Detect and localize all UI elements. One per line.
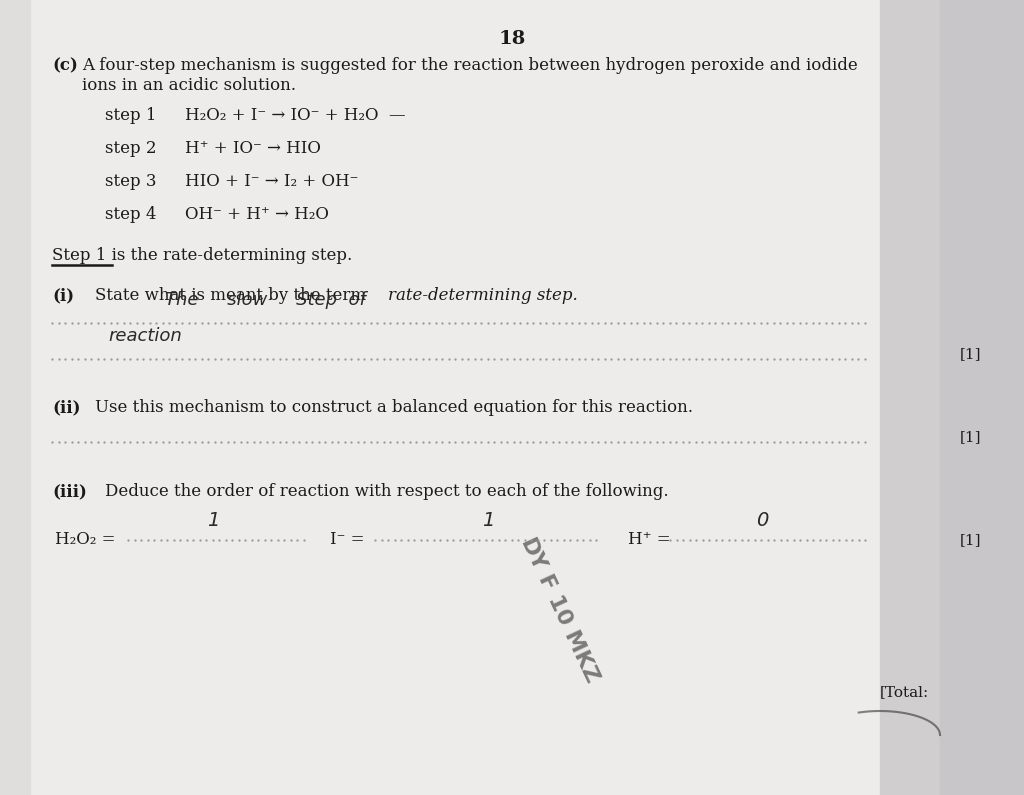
Text: Use this mechanism to construct a balanced equation for this reaction.: Use this mechanism to construct a balanc… [95,399,693,416]
Text: (i): (i) [52,287,74,304]
Text: 18: 18 [499,30,525,48]
Text: [Total:: [Total: [880,685,929,699]
Text: A four-step mechanism is suggested for the reaction between hydrogen peroxide an: A four-step mechanism is suggested for t… [82,57,858,74]
Text: [1]: [1] [961,533,981,547]
Text: OH⁻ + H⁺ → H₂O: OH⁻ + H⁺ → H₂O [185,206,329,223]
Text: [1]: [1] [961,430,981,444]
Text: (iii): (iii) [52,483,87,500]
Text: HIO + I⁻ → I₂ + OH⁻: HIO + I⁻ → I₂ + OH⁻ [185,173,358,190]
Text: ions in an acidic solution.: ions in an acidic solution. [82,77,296,94]
Text: H⁺ + IO⁻ → HIO: H⁺ + IO⁻ → HIO [185,140,321,157]
Bar [0,0,880,795]
Bar [880,0,940,795]
Text: [1]: [1] [961,347,981,361]
Text: step 3: step 3 [105,173,157,190]
Text: The     slow     Step  of: The slow Step of [165,291,366,309]
Bar [940,0,1024,795]
Text: DY F 10 MKZ: DY F 10 MKZ [517,534,602,686]
Text: step 2: step 2 [105,140,157,157]
Text: Deduce the order of reaction with respect to each of the following.: Deduce the order of reaction with respec… [105,483,669,500]
Text: (ii): (ii) [52,399,81,416]
Text: rate-determining step.: rate-determining step. [388,287,578,304]
Text: step 4: step 4 [105,206,157,223]
Text: 0: 0 [756,511,768,530]
Text: State what is meant by the term: State what is meant by the term [95,287,372,304]
Text: H₂O₂ =: H₂O₂ = [55,532,116,549]
Text: H₂O₂ + I⁻ → IO⁻ + H₂O  —: H₂O₂ + I⁻ → IO⁻ + H₂O — [185,107,406,124]
Text: H⁺ =: H⁺ = [628,532,671,549]
Bar [0,0,30,795]
Text: step 1: step 1 [105,107,157,124]
Text: Step 1 is the rate-determining step.: Step 1 is the rate-determining step. [52,247,352,264]
Text: 1: 1 [207,511,219,530]
Text: I⁻ =: I⁻ = [330,532,365,549]
Text: (c): (c) [52,57,78,74]
Text: 1: 1 [482,511,495,530]
Text: reaction: reaction [108,327,181,345]
